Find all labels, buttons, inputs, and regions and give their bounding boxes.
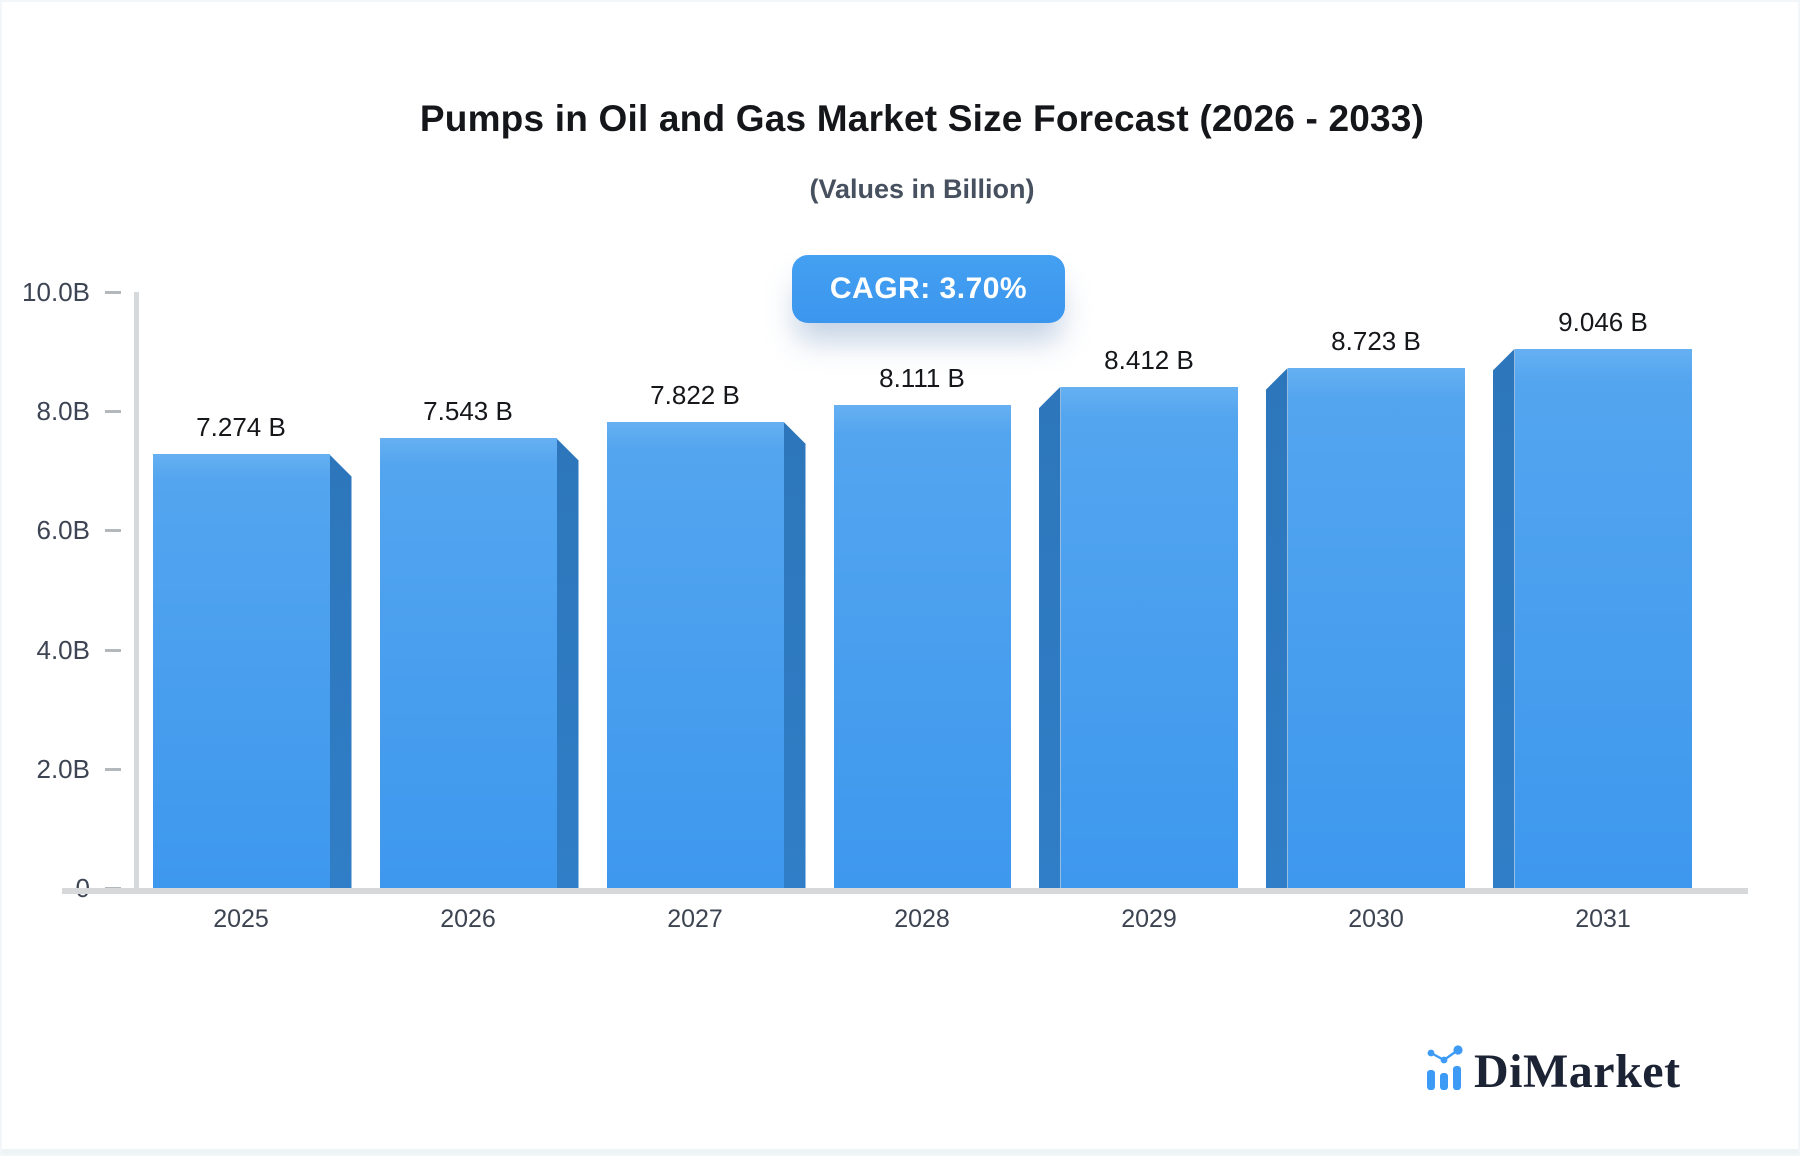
bar-side-face bbox=[556, 438, 579, 888]
y-tick-label: 8.0B bbox=[36, 396, 91, 427]
bar-side-face bbox=[1492, 348, 1515, 888]
bar-value-label: 8.412 B bbox=[1104, 344, 1194, 375]
bar-value-label: 9.046 B bbox=[1558, 306, 1648, 337]
x-tick-label: 2026 bbox=[440, 905, 496, 933]
bar-value-label: 7.543 B bbox=[423, 396, 513, 427]
bar-face[interactable] bbox=[1287, 368, 1465, 888]
y-tick-label: 10.0B bbox=[22, 277, 90, 307]
bar-face[interactable] bbox=[152, 454, 330, 888]
x-tick-label: 2028 bbox=[894, 905, 950, 933]
bar-face[interactable] bbox=[379, 438, 557, 888]
y-axis-line bbox=[134, 292, 139, 888]
bar-side-face bbox=[783, 421, 806, 888]
bar-side-face bbox=[1265, 368, 1288, 888]
y-tick-label: 6.0B bbox=[36, 515, 91, 546]
y-tick-dash bbox=[105, 410, 121, 414]
cagr-badge: CAGR: 3.70% bbox=[792, 255, 1065, 323]
bar-face[interactable] bbox=[606, 421, 784, 888]
y-tick-dash bbox=[105, 291, 121, 294]
chart-title: Pumps in Oil and Gas Market Size Forecas… bbox=[419, 98, 1425, 139]
y-tick-dash bbox=[105, 648, 121, 652]
x-tick-label: 2025 bbox=[213, 905, 269, 933]
bar-face[interactable] bbox=[1060, 386, 1238, 888]
y-tick-dash bbox=[105, 767, 121, 771]
x-axis-baseline bbox=[62, 888, 1748, 894]
x-tick-label: 2031 bbox=[1575, 905, 1631, 933]
bar-chart-trend-icon bbox=[1426, 1044, 1464, 1095]
bar-value-label: 8.111 B bbox=[879, 362, 965, 393]
bottom-accent-strip bbox=[2, 1149, 1798, 1154]
bar-value-label: 8.723 B bbox=[1331, 326, 1421, 357]
chart-subtitle: (Values in Billion) bbox=[809, 174, 1035, 204]
x-tick-label: 2029 bbox=[1121, 905, 1177, 933]
y-tick-label: 2.0B bbox=[36, 753, 91, 784]
x-tick-label: 2027 bbox=[667, 905, 723, 933]
bar-side-face bbox=[1038, 386, 1061, 888]
bar-value-label: 7.822 B bbox=[650, 379, 740, 410]
bar-face[interactable] bbox=[1514, 348, 1692, 888]
x-tick-label: 2030 bbox=[1348, 905, 1404, 933]
bar-face[interactable] bbox=[833, 404, 1011, 888]
bar-value-label: 7.274 B bbox=[196, 412, 286, 443]
brand-logo-text: DiMarket bbox=[1474, 1045, 1681, 1098]
y-tick-dash bbox=[105, 529, 121, 533]
bar-side-face bbox=[329, 454, 352, 888]
brand-logo[interactable]: DiMarket bbox=[1426, 1044, 1681, 1098]
y-tick-label: 4.0B bbox=[36, 634, 91, 665]
cagr-badge-label: CAGR: 3.70% bbox=[829, 272, 1028, 305]
